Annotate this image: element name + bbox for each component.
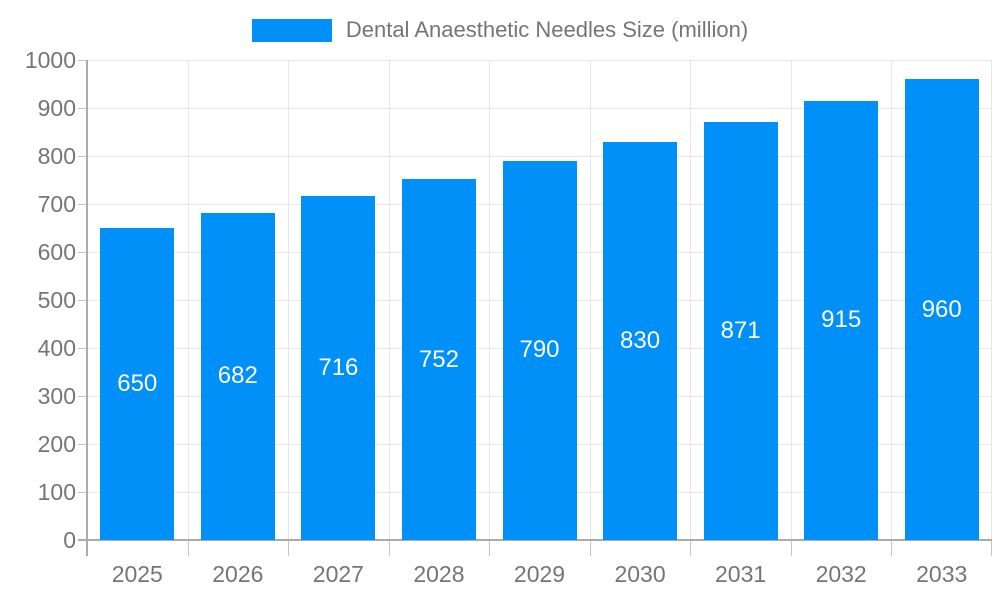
- y-axis-tick: [78, 251, 87, 253]
- bar-value-label: 752: [418, 345, 459, 373]
- y-axis-tick: [78, 155, 87, 157]
- bar-value-label: 830: [620, 326, 661, 354]
- bar[interactable]: 915: [804, 100, 879, 540]
- bar[interactable]: 752: [401, 179, 476, 540]
- x-axis-tick: [690, 540, 692, 556]
- x-tick-label: 2031: [715, 561, 767, 587]
- y-tick-label: 200: [37, 431, 76, 457]
- x-tick-label: 2029: [513, 561, 566, 587]
- x-tick-label: 2033: [916, 561, 968, 587]
- bar[interactable]: 716: [301, 196, 376, 540]
- gridline-vertical: [388, 60, 390, 540]
- x-axis-tick: [790, 540, 792, 556]
- gridline-horizontal: [87, 107, 992, 109]
- bar-value-label: 915: [821, 306, 862, 334]
- gridline-vertical: [790, 60, 792, 540]
- y-tick-label: 600: [37, 239, 76, 265]
- x-tick-label: 2028: [413, 561, 465, 587]
- y-tick-label: 1000: [24, 47, 76, 73]
- plot-area: 650 682 716 752 790 830 871 915 960: [78, 59, 992, 556]
- y-axis-tick: [78, 395, 87, 397]
- x-tick-label: 2027: [312, 561, 364, 587]
- y-tick-label: 100: [37, 479, 76, 505]
- legend[interactable]: Dental Anaesthetic Needles Size (million…: [0, 17, 1000, 43]
- bar[interactable]: 830: [603, 141, 678, 540]
- y-tick-label: 900: [37, 95, 76, 121]
- y-axis-tick: [78, 107, 87, 109]
- y-tick-label: 300: [37, 383, 76, 409]
- gridline-horizontal: [87, 59, 992, 61]
- bar[interactable]: 682: [200, 212, 275, 540]
- legend-swatch: [251, 18, 332, 42]
- bar-value-label: 790: [519, 336, 560, 364]
- x-tick-label: 2026: [212, 561, 264, 587]
- bar[interactable]: 790: [502, 160, 577, 540]
- x-tick-label: 2030: [614, 561, 666, 587]
- x-axis-tick: [589, 540, 591, 556]
- gridline-vertical: [288, 60, 290, 540]
- x-axis-line: [78, 539, 992, 541]
- y-tick-label: 400: [37, 335, 76, 361]
- x-axis-tick: [489, 540, 491, 556]
- y-tick-label: 700: [37, 191, 76, 217]
- gridline-vertical: [891, 60, 893, 540]
- bar-value-label: 716: [318, 354, 359, 382]
- x-axis-tick: [991, 540, 992, 556]
- y-tick-label: 0: [63, 527, 76, 553]
- y-axis-tick: [78, 347, 87, 349]
- gridline-horizontal: [87, 155, 992, 157]
- gridline-vertical: [489, 60, 491, 540]
- bar[interactable]: 650: [100, 228, 175, 540]
- bar[interactable]: 960: [904, 79, 979, 540]
- y-axis-tick: [78, 59, 87, 61]
- bar[interactable]: 871: [703, 121, 778, 540]
- x-tick-label: 2032: [815, 561, 867, 587]
- bar-value-label: 682: [217, 362, 258, 390]
- bar-value-label: 871: [720, 316, 761, 344]
- gridline-vertical: [589, 60, 591, 540]
- bar-value-label: 960: [921, 295, 962, 323]
- y-axis-tick: [78, 491, 87, 493]
- x-axis-tick: [187, 540, 189, 556]
- x-axis-tick: [891, 540, 893, 556]
- x-tick-label: 2025: [111, 561, 163, 587]
- legend-label: Dental Anaesthetic Needles Size (million…: [345, 17, 749, 42]
- y-tick-label: 500: [37, 287, 76, 313]
- y-axis-line: [86, 60, 88, 556]
- gridline-vertical: [991, 60, 992, 540]
- x-axis-tick: [388, 540, 390, 556]
- gridline-vertical: [187, 60, 189, 540]
- gridline-vertical: [690, 60, 692, 540]
- y-axis-tick: [78, 203, 87, 205]
- x-axis-tick: [288, 540, 290, 556]
- y-axis-tick: [78, 443, 87, 445]
- bar-value-label: 650: [117, 370, 158, 397]
- y-tick-label: 800: [37, 143, 76, 169]
- y-axis-tick: [78, 299, 87, 301]
